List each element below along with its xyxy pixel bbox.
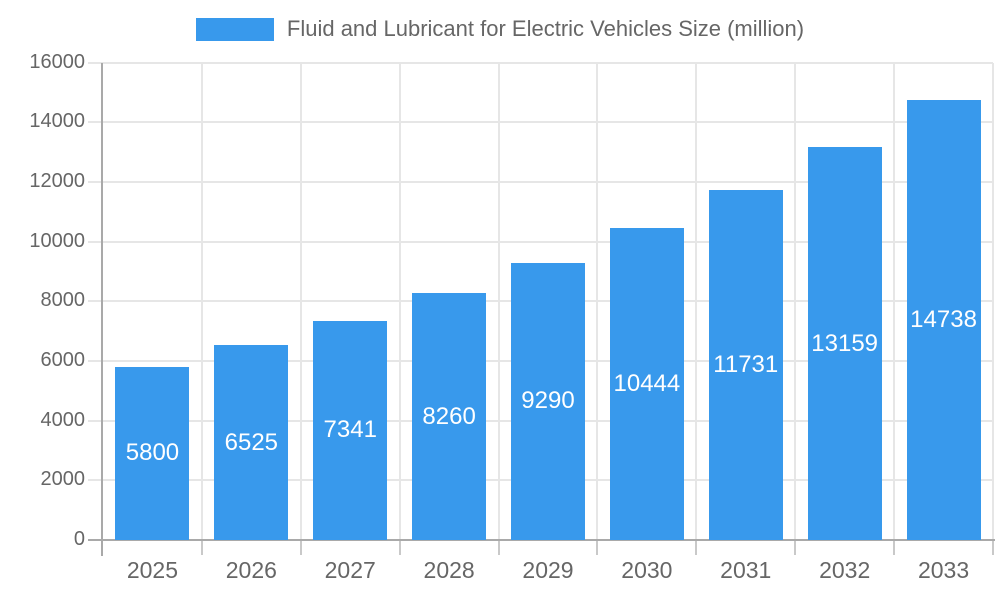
- x-tick-label: 2029: [522, 557, 574, 583]
- y-tick-label: 16000: [29, 50, 85, 73]
- bar-value-label: 11731: [713, 350, 779, 378]
- x-tick-mark: [992, 540, 994, 555]
- gridline-vertical: [497, 62, 500, 540]
- bar: [708, 189, 783, 540]
- bar-value-label: 7341: [323, 416, 377, 444]
- x-tick-mark: [893, 540, 896, 555]
- gridline-vertical: [695, 62, 698, 540]
- x-tick-mark: [497, 540, 500, 555]
- legend-item[interactable]: Fluid and Lubricant for Electric Vehicle…: [0, 16, 1000, 42]
- gridline-horizontal: [88, 180, 993, 183]
- y-tick-label: 10000: [29, 229, 85, 252]
- x-tick-mark: [695, 540, 698, 555]
- gridline-vertical: [992, 62, 994, 540]
- gridline-horizontal: [88, 240, 993, 243]
- bar-value-label: 10444: [613, 370, 681, 398]
- bar-value-label: 5800: [125, 439, 180, 467]
- gridline-vertical: [200, 62, 203, 540]
- gridline-vertical: [596, 62, 599, 540]
- bar: [511, 262, 585, 540]
- y-axis-line: [101, 62, 103, 556]
- x-tick-label: 2032: [819, 557, 871, 583]
- x-tick-label: 2027: [324, 557, 376, 583]
- legend-label: Fluid and Lubricant for Electric Vehicle…: [286, 16, 805, 41]
- y-tick-label: 0: [73, 528, 85, 550]
- x-tick-label: 2025: [126, 557, 179, 583]
- x-tick-mark: [794, 540, 797, 555]
- x-tick-label: 2026: [225, 557, 277, 583]
- bar-value-label: 8260: [422, 402, 476, 430]
- x-tick-mark: [200, 540, 203, 555]
- bar-value-label: 6525: [224, 428, 279, 456]
- bar: [807, 147, 882, 540]
- bar: [214, 345, 289, 540]
- bar: [609, 228, 684, 540]
- gridline-vertical: [299, 62, 302, 540]
- legend-swatch: [195, 17, 274, 41]
- x-tick-mark: [596, 540, 599, 555]
- x-tick-mark: [398, 540, 401, 555]
- y-tick-label: 14000: [29, 110, 85, 133]
- bar-value-label: 14738: [910, 306, 977, 334]
- x-tick-label: 2031: [720, 557, 772, 583]
- y-tick-label: 4000: [40, 408, 86, 431]
- y-tick-label: 8000: [40, 289, 86, 312]
- gridline-vertical: [398, 62, 401, 540]
- bar: [906, 100, 981, 540]
- bar: [115, 366, 190, 540]
- x-tick-label: 2028: [423, 557, 475, 583]
- bar-value-label: 9290: [521, 387, 575, 415]
- x-axis-line: [88, 539, 995, 541]
- y-tick-label: 12000: [29, 169, 85, 192]
- gridline-vertical: [794, 62, 797, 540]
- y-tick-label: 6000: [40, 348, 86, 371]
- y-tick-label: 2000: [40, 468, 86, 491]
- bar: [412, 293, 487, 540]
- x-tick-mark: [299, 540, 302, 555]
- bar: [313, 320, 388, 540]
- gridline-horizontal: [88, 121, 993, 124]
- bar-value-label: 13159: [811, 329, 879, 357]
- x-tick-label: 2033: [917, 557, 970, 583]
- gridline-horizontal: [88, 61, 993, 64]
- gridline-vertical: [893, 62, 896, 540]
- x-tick-label: 2030: [621, 557, 673, 583]
